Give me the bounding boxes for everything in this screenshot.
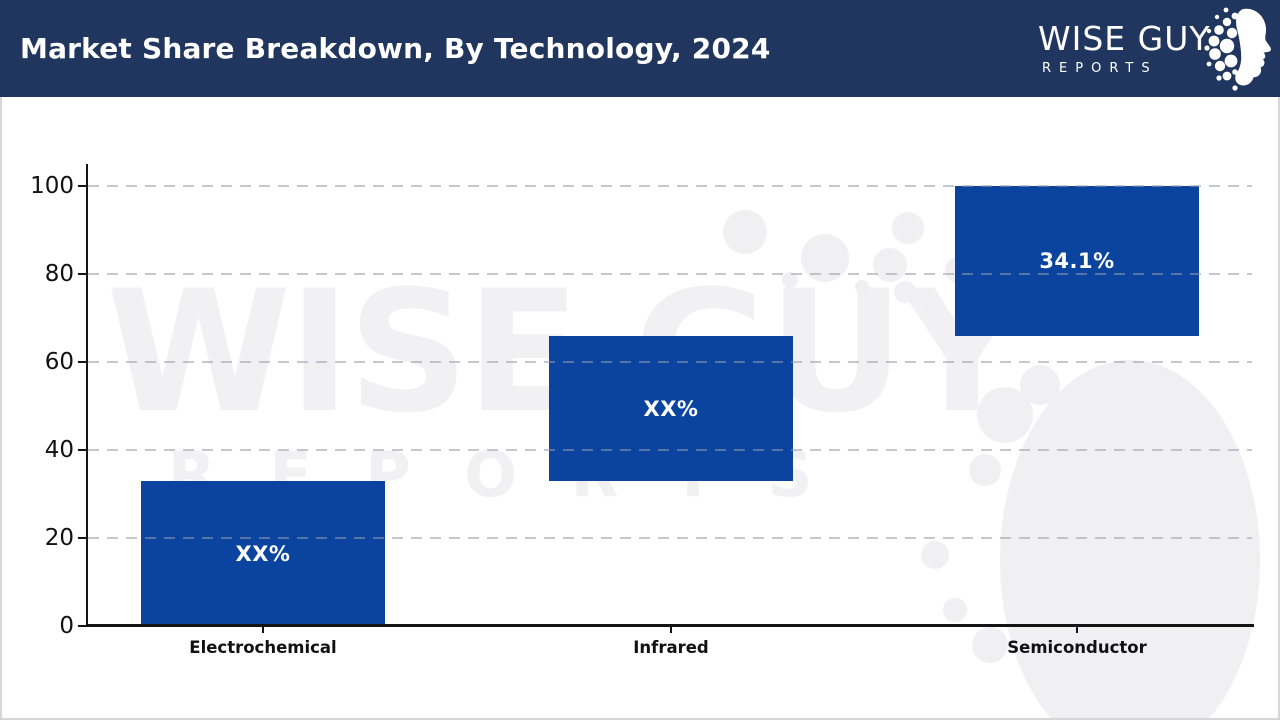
- chart-bar: 34.1%: [955, 186, 1199, 337]
- y-tick-mark: [78, 361, 86, 363]
- chart-bar: XX%: [549, 336, 793, 482]
- bar-value-label: 34.1%: [1039, 249, 1115, 274]
- y-tick-mark: [78, 185, 86, 187]
- category-label: Semiconductor: [1007, 638, 1147, 657]
- y-tick-label: 20: [44, 525, 74, 551]
- y-tick-label: 60: [44, 349, 74, 375]
- y-tick-label: 0: [59, 613, 74, 639]
- x-tick-mark: [670, 626, 672, 633]
- header-bar: Market Share Breakdown, By Technology, 2…: [0, 0, 1280, 97]
- gridline: [88, 185, 1252, 187]
- bar-value-label: XX%: [235, 541, 291, 566]
- y-tick-mark: [78, 625, 86, 627]
- logo-wordmark: WISE GUY: [1038, 19, 1211, 58]
- x-tick-mark: [1076, 626, 1078, 633]
- y-tick-mark: [78, 537, 86, 539]
- chart-bar: XX%: [141, 481, 385, 626]
- y-tick-label: 100: [30, 173, 74, 199]
- y-tick-mark: [78, 273, 86, 275]
- x-tick-mark: [262, 626, 264, 633]
- gridline: [88, 449, 1252, 451]
- y-axis-spine: [86, 164, 88, 627]
- y-tick-label: 80: [44, 261, 74, 287]
- logo-face-icon: [1204, 7, 1271, 91]
- x-axis-spine: [86, 624, 1254, 627]
- page-title: Market Share Breakdown, By Technology, 2…: [20, 32, 771, 65]
- category-label: Infrared: [633, 638, 709, 657]
- y-tick-label: 40: [44, 437, 74, 463]
- logo-text: WISE GUY REPORTS: [1038, 19, 1211, 77]
- y-tick-mark: [78, 449, 86, 451]
- logo-subtitle: REPORTS: [1042, 61, 1158, 76]
- wiseguy-logo: WISE GUY REPORTS: [1038, 4, 1280, 94]
- category-label: Electrochemical: [189, 638, 337, 657]
- bar-value-label: XX%: [643, 396, 699, 421]
- gridline: [88, 273, 1252, 275]
- gridline: [88, 537, 1252, 539]
- gridline: [88, 361, 1252, 363]
